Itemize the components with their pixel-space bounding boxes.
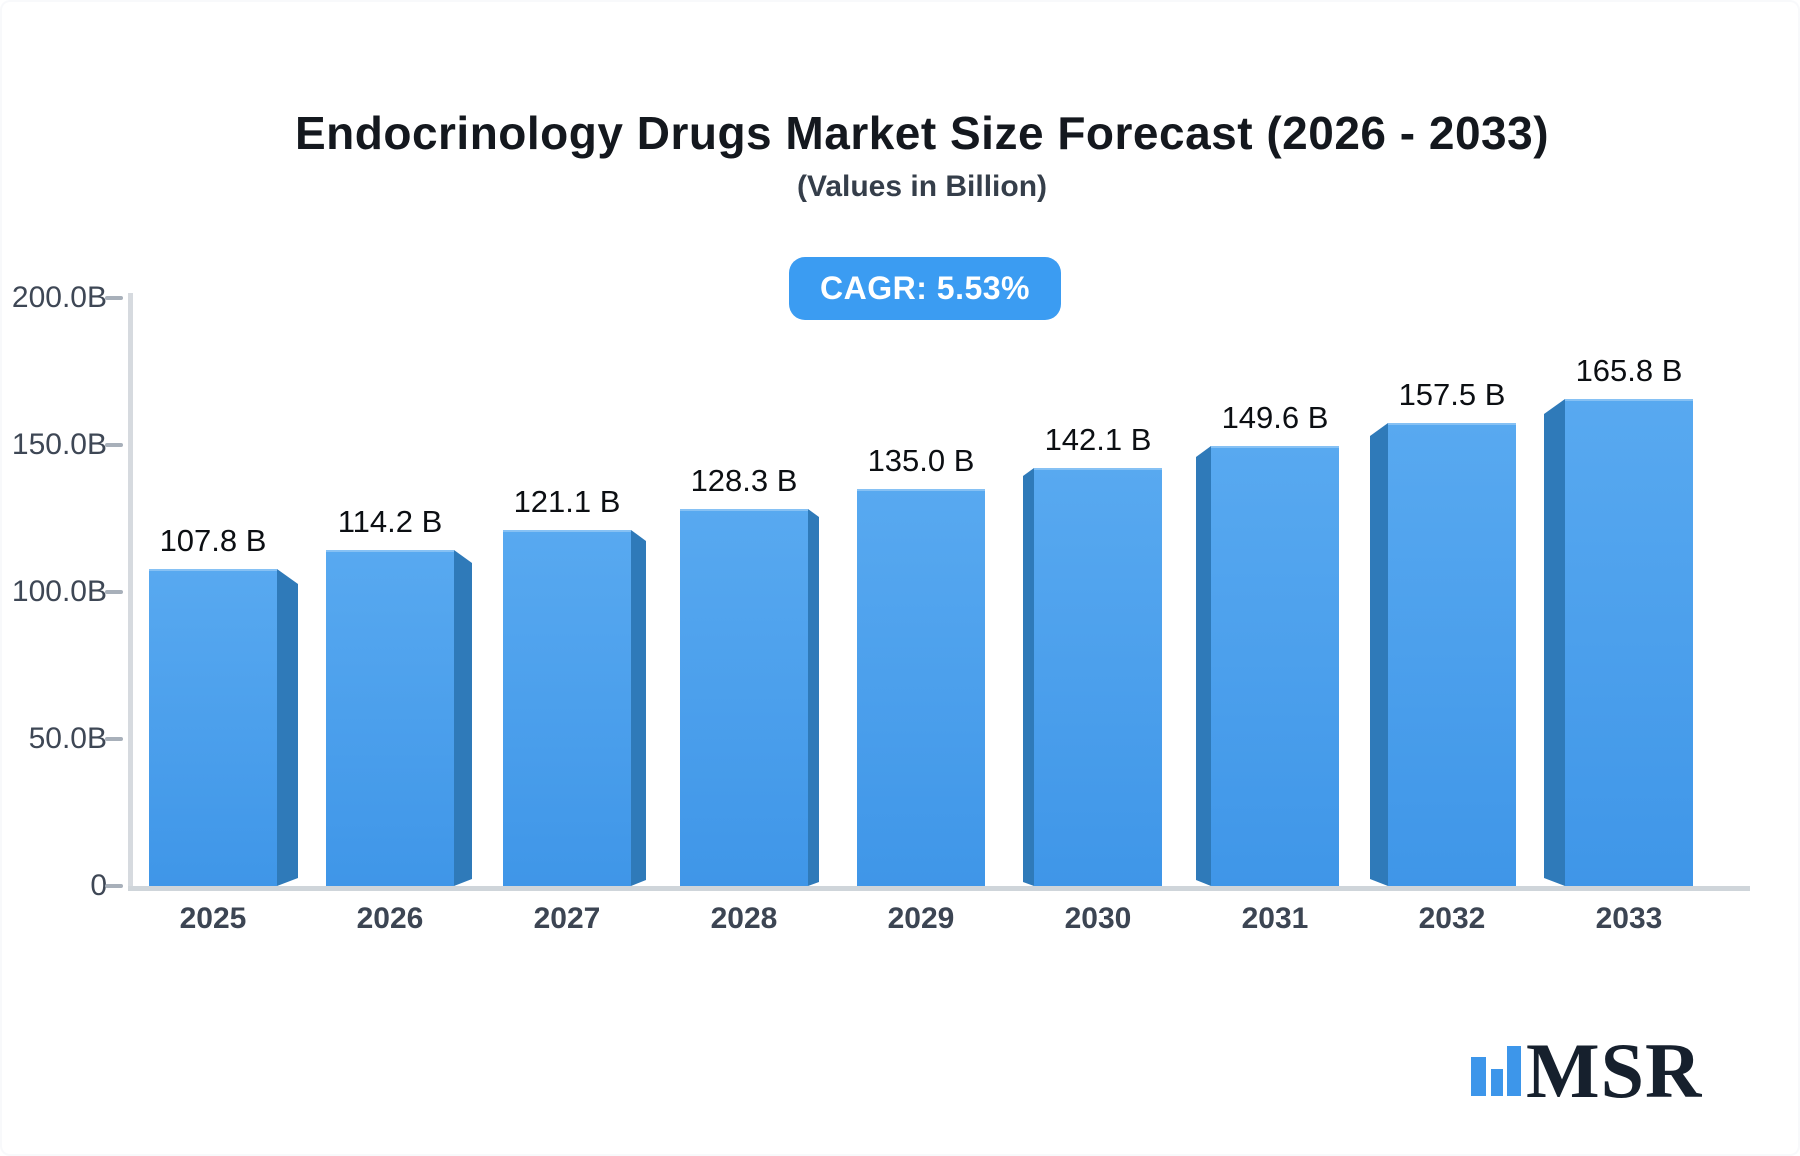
y-tick-label: 200.0B [11, 281, 107, 314]
bar-value-label: 165.8 B [1575, 353, 1683, 388]
bar-value-label: 135.0 B [867, 443, 975, 478]
brand-logo-text: MSR [1526, 1027, 1703, 1114]
bar-2031 [1211, 446, 1339, 886]
x-tick-label-2028: 2028 [710, 902, 778, 935]
bar-2032 [1388, 423, 1516, 886]
bar-value-label: 114.2 B [337, 504, 443, 539]
x-tick-label-2027: 2027 [533, 902, 601, 935]
bar-chart-icon [1471, 1057, 1486, 1096]
y-tick-label: 100.0B [11, 575, 107, 608]
bar-3d-side-2032 [1370, 423, 1388, 886]
bar-value-label: 142.1 B [1044, 422, 1152, 457]
bar-2025 [149, 569, 277, 886]
x-tick-label-2026: 2026 [356, 902, 424, 935]
bar-value-label: 157.5 B [1398, 377, 1506, 412]
bar-3d-side-2027 [631, 530, 646, 886]
x-tick-label-2030: 2030 [1064, 902, 1132, 935]
bar-value-label: 107.8 B [159, 523, 267, 558]
y-axis-line [128, 293, 133, 891]
cagr-badge-label: CAGR: 5.53% [820, 270, 1030, 306]
chart-subtitle: (Values in Billion) [796, 170, 1048, 203]
bar-2026 [326, 550, 454, 886]
bar-3d-side-2030 [1023, 468, 1034, 886]
y-tick-mark [105, 590, 123, 594]
y-tick-label: 0 [90, 869, 107, 902]
x-axis-line [128, 886, 1750, 891]
y-tick-mark [105, 296, 123, 300]
bar-2027 [503, 530, 631, 886]
bar-2029 [857, 489, 985, 886]
bar-3d-side-2028 [808, 509, 819, 886]
x-tick-label-2025: 2025 [179, 902, 247, 935]
bar-2028 [680, 509, 808, 886]
x-tick-label-2032: 2032 [1418, 902, 1486, 935]
y-tick-label: 50.0B [28, 722, 107, 755]
bar-3d-side-2031 [1196, 446, 1211, 886]
bar-3d-side-2026 [454, 550, 472, 886]
y-tick-mark [105, 443, 123, 447]
y-tick-label: 150.0B [11, 428, 107, 461]
brand-logo: MSR [1471, 1026, 1731, 1114]
cagr-badge: CAGR: 5.53% [789, 257, 1061, 320]
x-tick-label-2033: 2033 [1595, 902, 1663, 935]
bar-chart-icon [1491, 1069, 1503, 1096]
bar-value-label: 149.6 B [1221, 400, 1329, 435]
bar-2033 [1565, 399, 1693, 886]
bar-value-label: 128.3 B [690, 463, 798, 498]
bar-3d-side-2025 [277, 569, 298, 886]
bar-3d-side-2033 [1544, 399, 1565, 886]
chart-title: Endocrinology Drugs Market Size Forecast… [294, 107, 1550, 159]
y-tick-mark [105, 884, 123, 888]
x-tick-label-2029: 2029 [887, 902, 955, 935]
x-tick-label-2031: 2031 [1241, 902, 1309, 935]
bar-value-label: 121.1 B [513, 484, 621, 519]
bar-chart-icon [1507, 1046, 1521, 1096]
y-tick-mark [105, 737, 123, 741]
bar-2030 [1034, 468, 1162, 886]
